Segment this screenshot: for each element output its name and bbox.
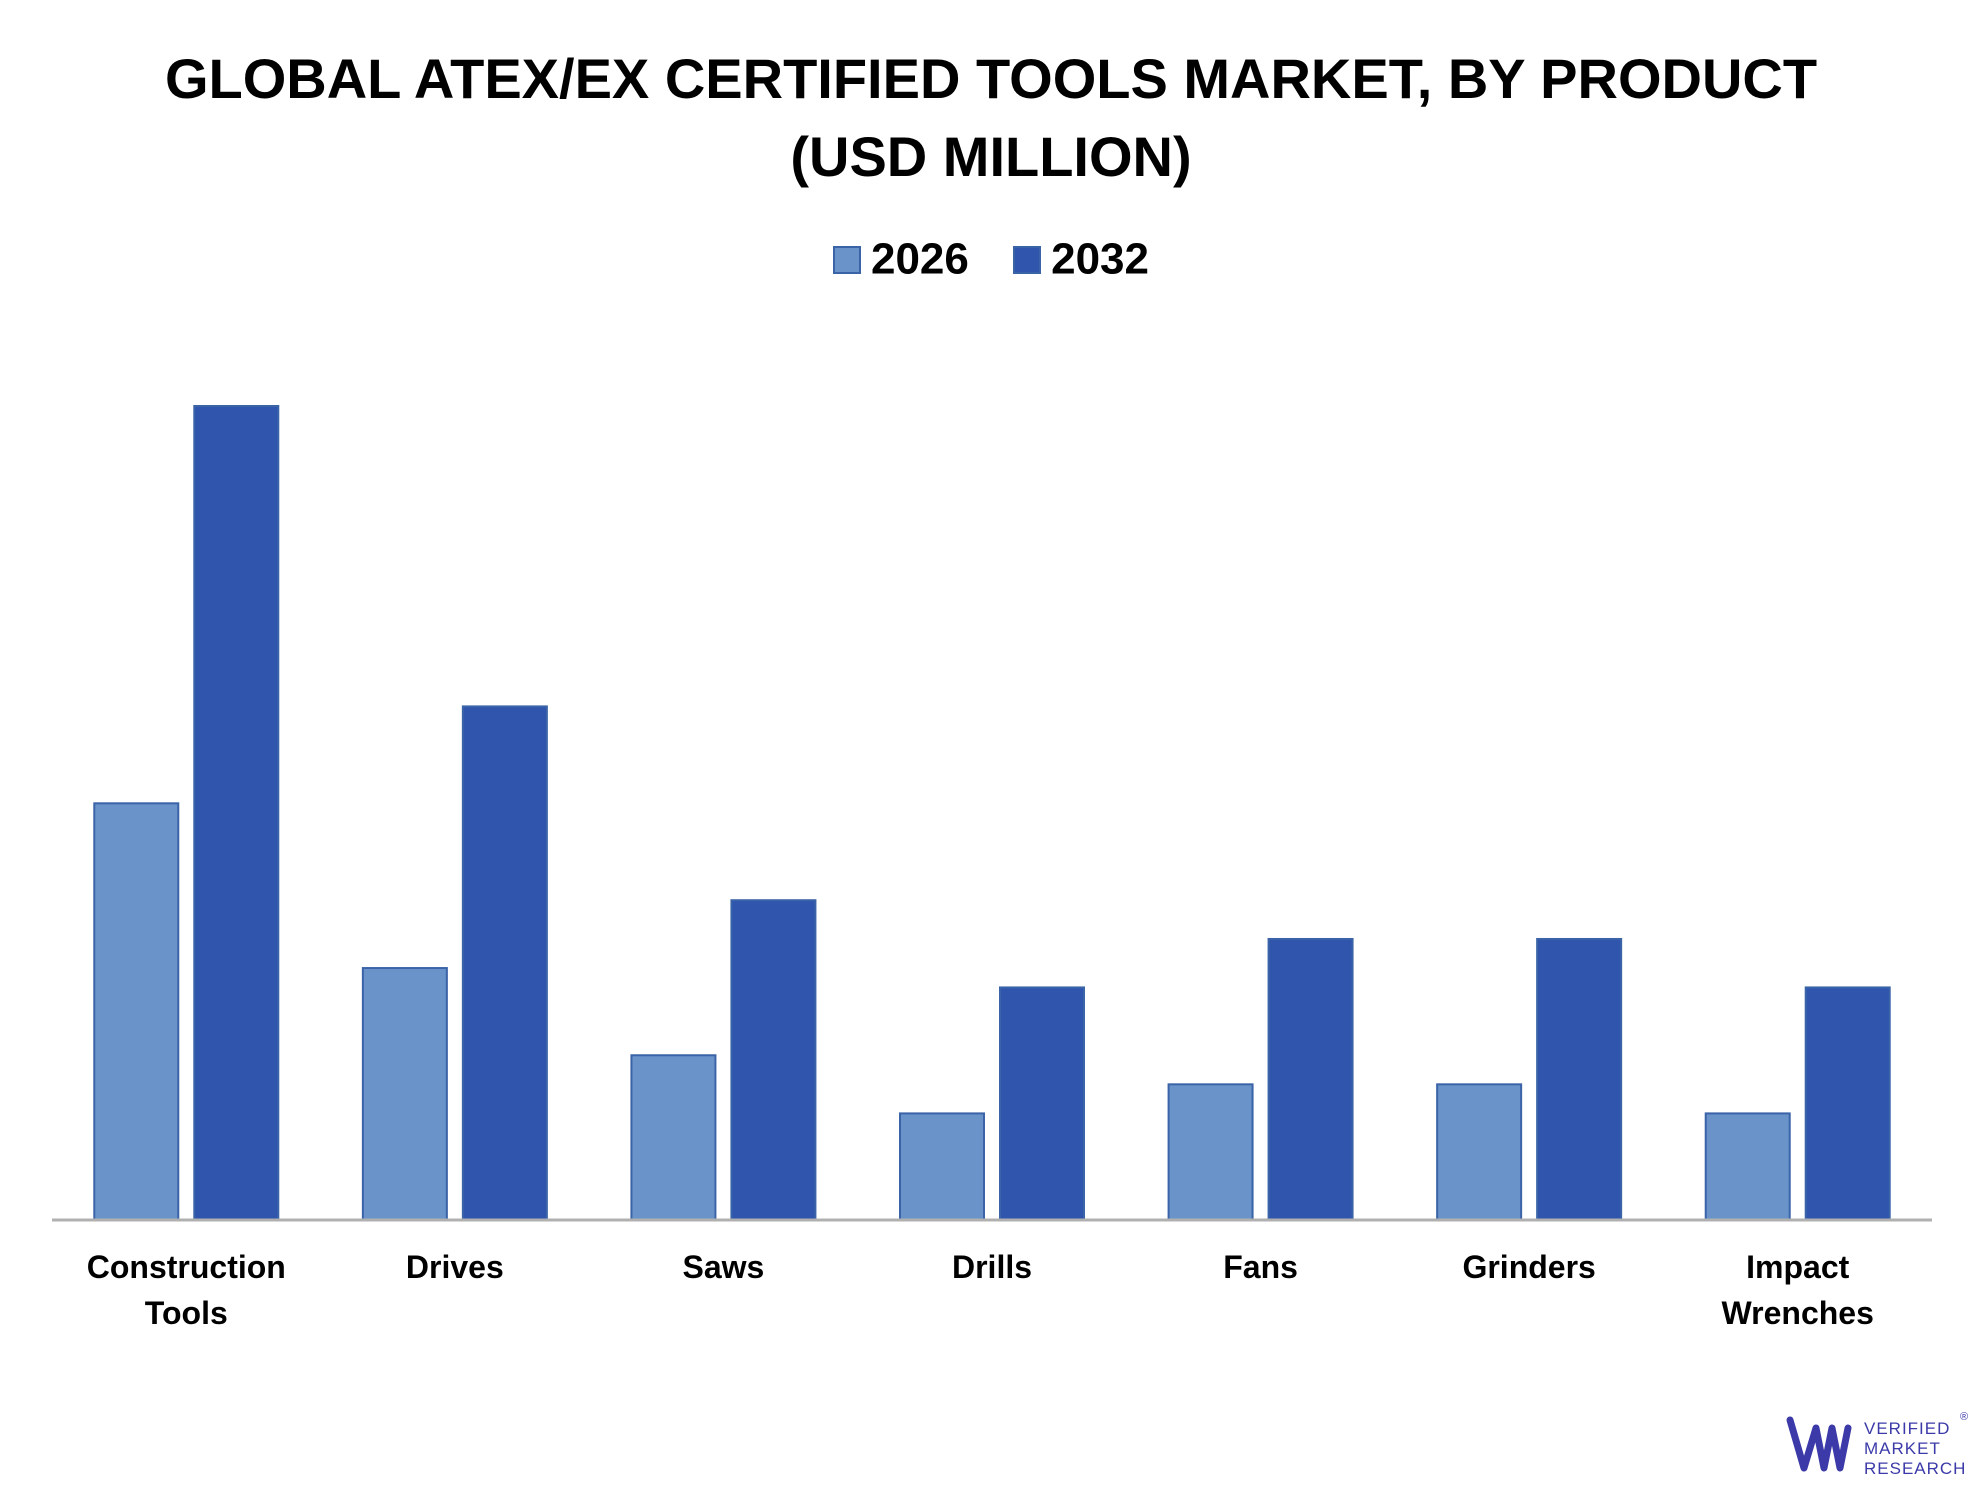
x-tick-label-saws: Saws	[683, 1249, 765, 1285]
x-tick-label-line: Wrenches	[1722, 1295, 1874, 1331]
bar-2032-drives	[461, 705, 548, 1221]
chart-title: GLOBAL ATEX/EX CERTIFIED TOOLS MARKET, B…	[0, 40, 1982, 196]
legend-item-2026: 2026	[832, 229, 969, 287]
bar-2032-drills	[999, 986, 1085, 1222]
chart-title-line-2: (USD MILLION)	[790, 125, 1192, 188]
x-tick-label-line: Tools	[145, 1295, 228, 1331]
x-tick-label-line: Construction	[87, 1249, 286, 1285]
verified-market-research-logo: VERIFIED MARKET RESEARCH ®	[1786, 1411, 1968, 1478]
logo-mark-icon	[1786, 1416, 1852, 1472]
bar-2026-drills	[899, 1112, 985, 1222]
legend-swatch-2032	[1013, 245, 1042, 274]
bar-2032-grinders	[1536, 937, 1623, 1221]
x-tick-label-line: Fans	[1223, 1249, 1298, 1285]
bar-2026-construction-tools	[93, 802, 180, 1221]
x-tick-label-line: Drills	[952, 1249, 1032, 1285]
x-tick-label-fans: Fans	[1223, 1249, 1298, 1285]
x-tick-label-impact-wrenches: Impact Wrenches	[1722, 1249, 1874, 1331]
logo-text-market: MARKET	[1864, 1439, 1941, 1458]
bar-2032-saws	[730, 899, 817, 1221]
x-tick-label-line: Saws	[683, 1249, 765, 1285]
bar-2032-impact-wrenches	[1804, 986, 1891, 1222]
x-tick-label-line: Drives	[406, 1249, 504, 1285]
chart-title-line-1: GLOBAL ATEX/EX CERTIFIED TOOLS MARKET, B…	[164, 47, 1818, 110]
x-tick-label-drills: Drills	[952, 1249, 1032, 1285]
x-tick-label-line: Grinders	[1462, 1249, 1595, 1285]
x-tick-label-line: Impact	[1746, 1249, 1849, 1285]
bar-2026-drives	[361, 967, 448, 1221]
bar-2026-grinders	[1436, 1083, 1523, 1222]
legend-label-2032: 2032	[1051, 234, 1149, 284]
bar-2026-fans	[1167, 1083, 1254, 1222]
bar-2026-saws	[630, 1054, 717, 1222]
bar-2026-impact-wrenches	[1704, 1112, 1791, 1222]
logo-text-verified: VERIFIED	[1864, 1419, 1950, 1438]
legend-label-2026: 2026	[870, 234, 969, 284]
registered-mark: ®	[1960, 1411, 1968, 1423]
bar-2032-fans	[1267, 937, 1354, 1221]
x-tick-label-drives: Drives	[406, 1249, 504, 1285]
legend: 2026 2032	[0, 228, 1982, 288]
legend-swatch-2026	[832, 245, 861, 274]
legend-item-2032: 2032	[1013, 229, 1149, 287]
x-tick-label-construction-tools: Construction Tools	[87, 1249, 286, 1331]
x-tick-label-grinders: Grinders	[1462, 1249, 1595, 1285]
logo-text-research: RESEARCH	[1864, 1459, 1966, 1478]
bar-2032-construction-tools	[193, 405, 280, 1221]
